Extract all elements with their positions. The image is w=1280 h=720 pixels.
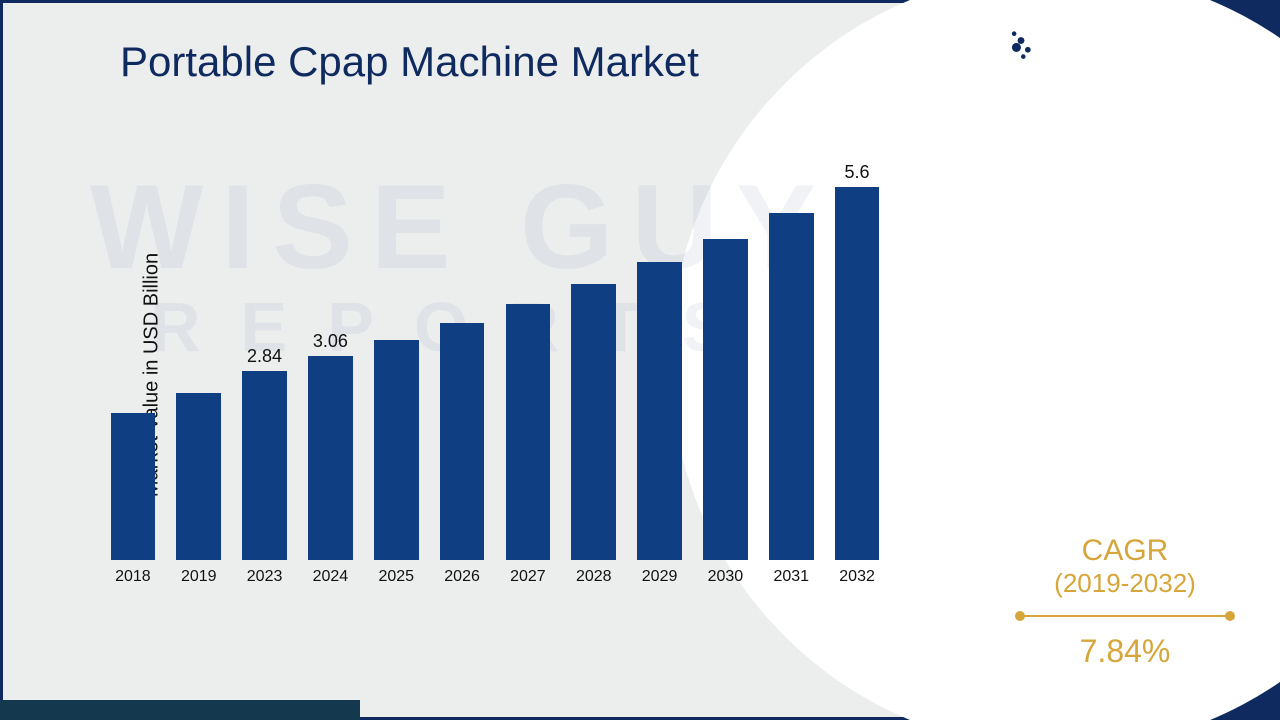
x-tick-label: 2024 bbox=[313, 568, 349, 586]
bar: 2028 bbox=[571, 284, 616, 560]
footer-accent-bar bbox=[0, 700, 360, 720]
bar: 2018 bbox=[111, 413, 156, 560]
bar-value-label: 5.6 bbox=[845, 162, 870, 183]
bar-value-label: 2.84 bbox=[247, 346, 282, 367]
x-tick-label: 2018 bbox=[115, 568, 151, 586]
cagr-period: (2019-2032) bbox=[1000, 568, 1250, 599]
stage: WISE GUY REPORTS Portable Cpap Machine M… bbox=[0, 0, 1280, 720]
bar: 2031 bbox=[769, 213, 814, 560]
cagr-value: 7.84% bbox=[1000, 633, 1250, 670]
brand-logo: WISE GUY R E P O R T S bbox=[942, 20, 1240, 79]
bar: 2026 bbox=[440, 323, 485, 560]
brand-line2: R E P O R T S bbox=[942, 58, 1240, 79]
cagr-block: CAGR (2019-2032) 7.84% bbox=[1000, 534, 1250, 670]
x-tick-label: 2027 bbox=[510, 568, 546, 586]
chart-title: Portable Cpap Machine Market bbox=[120, 38, 699, 86]
bar-chart: Market Value in USD Billion 201820192.84… bbox=[70, 160, 890, 590]
x-tick-label: 2032 bbox=[839, 568, 875, 586]
x-tick-label: 2028 bbox=[576, 568, 612, 586]
plot-area: 2018 2019 2.842023 3.062024 2025 2026 2027 2028… bbox=[100, 160, 890, 560]
brand-line1: WISE GUY bbox=[942, 20, 1240, 56]
bar-value-label: 3.06 bbox=[313, 331, 348, 352]
x-tick-label: 2030 bbox=[708, 568, 744, 586]
cagr-divider bbox=[1020, 615, 1230, 617]
bar: 2030 bbox=[703, 239, 748, 560]
bar: 5.62032 bbox=[835, 187, 880, 560]
x-tick-label: 2025 bbox=[378, 568, 414, 586]
x-tick-label: 2031 bbox=[773, 568, 809, 586]
bar: 3.062024 bbox=[308, 356, 353, 560]
bar: 2027 bbox=[506, 304, 551, 560]
x-tick-label: 2023 bbox=[247, 568, 283, 586]
x-tick-label: 2029 bbox=[642, 568, 678, 586]
bar: 2019 bbox=[176, 393, 221, 560]
bar: 2029 bbox=[637, 262, 682, 560]
x-tick-label: 2026 bbox=[444, 568, 480, 586]
x-tick-label: 2019 bbox=[181, 568, 217, 586]
cagr-label: CAGR bbox=[1000, 534, 1250, 568]
bar: 2.842023 bbox=[242, 371, 287, 560]
bar: 2025 bbox=[374, 340, 419, 560]
